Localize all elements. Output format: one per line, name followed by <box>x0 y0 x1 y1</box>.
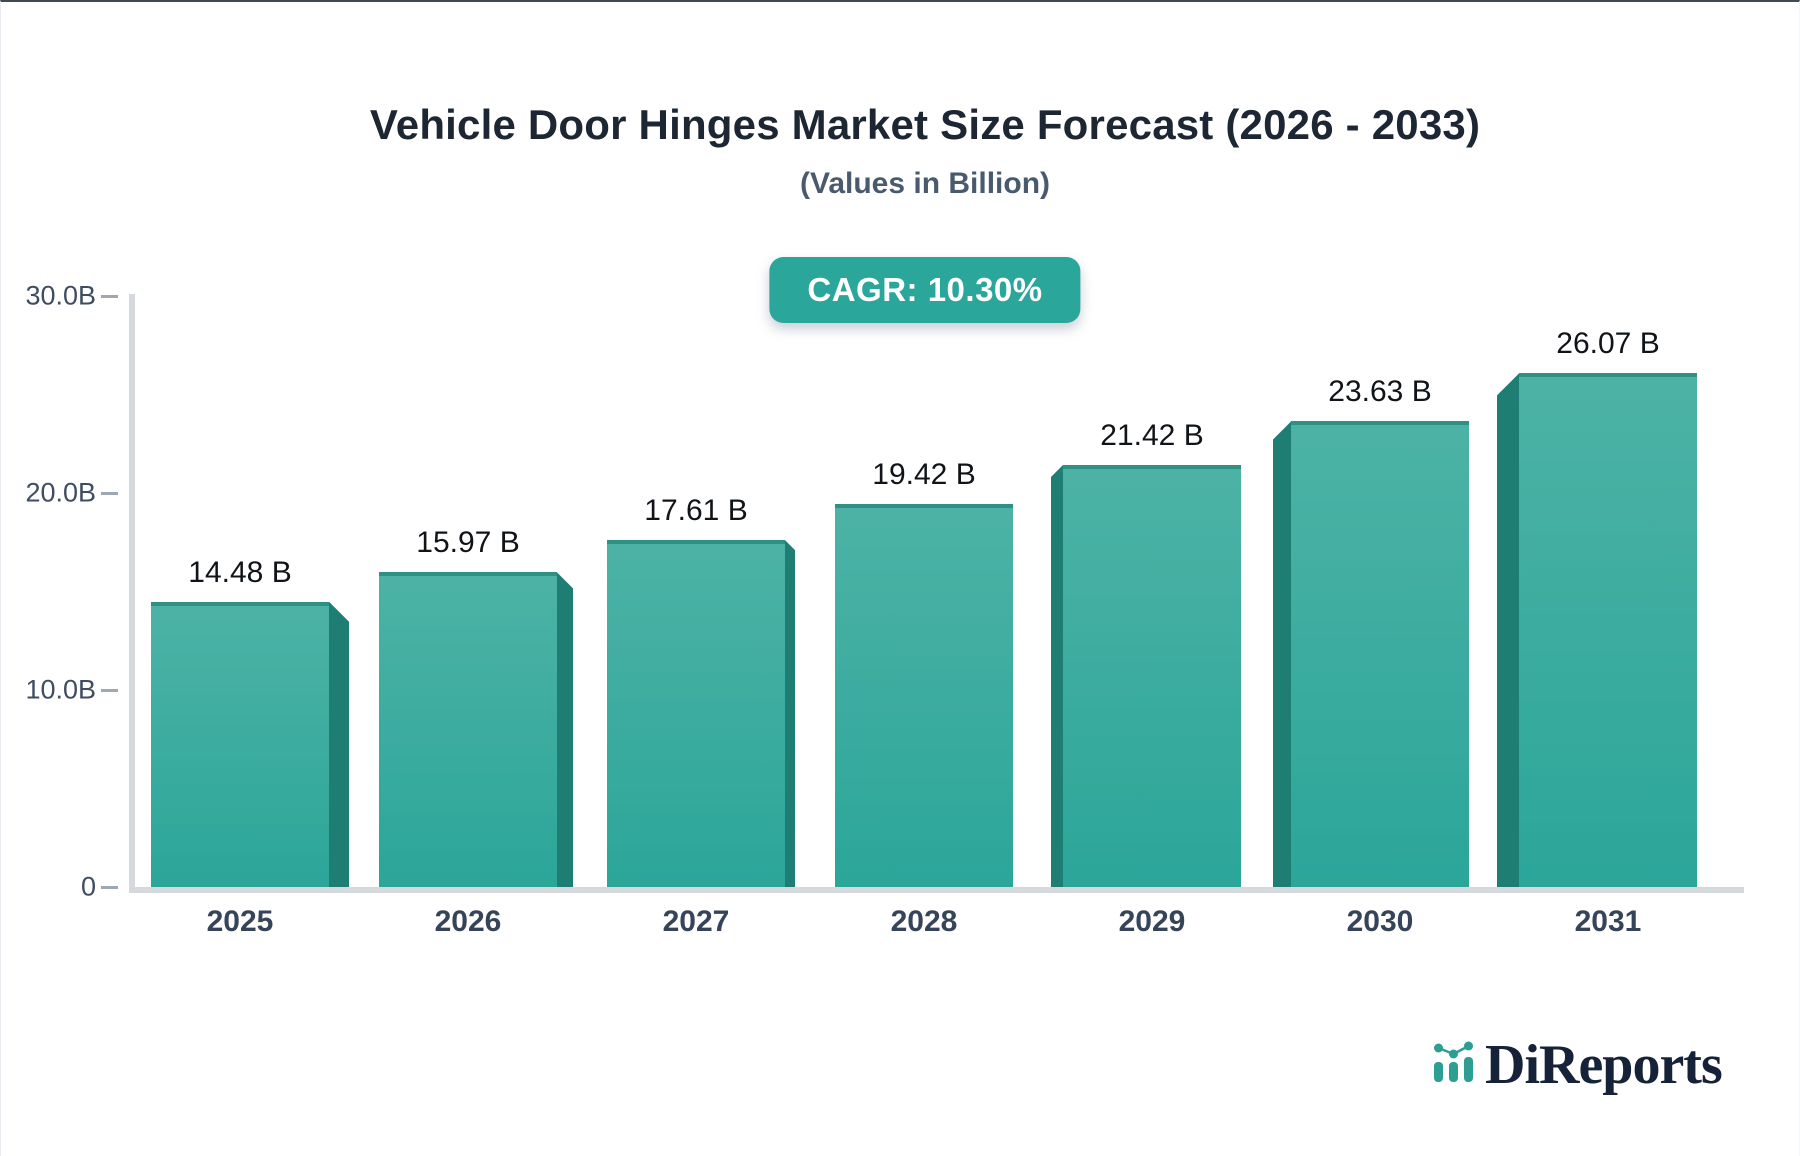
x-axis-baseline <box>129 887 1744 893</box>
bar-2029 <box>1063 465 1241 887</box>
y-axis-label: 20.0B <box>25 477 96 508</box>
bar-3d-side <box>557 572 573 887</box>
bar-2031 <box>1519 373 1697 887</box>
bar-3d-side <box>1051 465 1063 887</box>
y-axis-tick <box>101 492 118 495</box>
bar-value-label: 23.63 B <box>1328 375 1432 409</box>
chart-subtitle: (Values in Billion) <box>799 167 1051 200</box>
bar-value-label: 17.61 B <box>644 494 748 528</box>
bar-2026 <box>379 572 557 887</box>
y-axis-label: 0 <box>80 871 96 902</box>
y-axis-label: 10.0B <box>25 674 96 705</box>
bar-chart-logo-icon <box>1434 1041 1473 1082</box>
bar-3d-side <box>1273 421 1291 887</box>
cagr-badge: CAGR: 10.30% <box>769 257 1081 323</box>
direports-logo: DiReports <box>1429 1030 1723 1096</box>
y-axis-line <box>129 294 135 893</box>
bar-3d-side <box>1497 373 1519 887</box>
bar-value-label: 21.42 B <box>1100 419 1204 453</box>
x-axis-label-2029: 2029 <box>1118 905 1186 938</box>
logo-brand-text: DiReports <box>1485 1034 1723 1096</box>
bar-2025 <box>151 601 329 887</box>
bar-value-label: 19.42 B <box>872 458 976 492</box>
bar-value-label: 15.97 B <box>416 526 520 560</box>
y-axis-label: 30.0B <box>25 280 96 311</box>
bar-2030 <box>1291 421 1469 887</box>
x-axis-label-2028: 2028 <box>890 905 958 938</box>
chart-title: Vehicle Door Hinges Market Size Forecast… <box>369 101 1481 148</box>
bar-3d-side <box>329 601 349 887</box>
x-axis-label-2030: 2030 <box>1346 905 1414 938</box>
y-axis-tick <box>101 886 118 889</box>
x-axis-label-2025: 2025 <box>206 905 274 938</box>
x-axis-label-2026: 2026 <box>434 905 502 938</box>
bar-2027 <box>607 540 785 887</box>
bar-value-label: 14.48 B <box>188 555 292 589</box>
bar-2028 <box>835 504 1013 887</box>
x-axis-label-2027: 2027 <box>662 905 730 938</box>
y-axis-tick <box>101 295 118 298</box>
x-axis-label-2031: 2031 <box>1574 905 1642 938</box>
y-axis-tick <box>101 689 118 692</box>
bar-3d-side <box>785 540 795 887</box>
bar-value-label: 26.07 B <box>1556 327 1660 361</box>
